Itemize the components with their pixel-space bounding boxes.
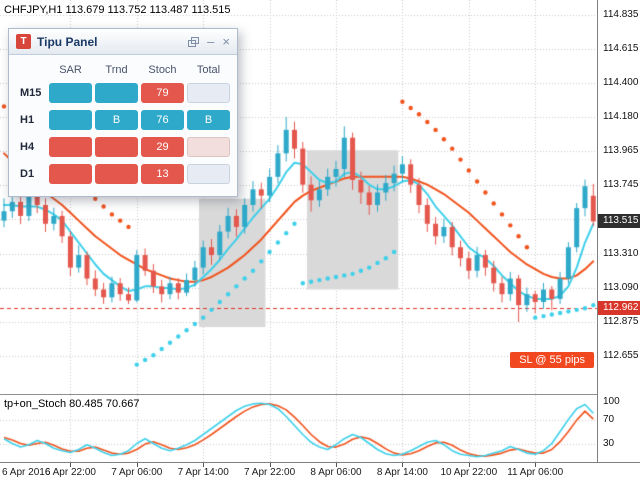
- tipu-signal-cell: [49, 83, 92, 103]
- tipu-row-label: H1: [20, 114, 35, 126]
- time-axis[interactable]: 6 Apr 2016 6 Apr 22:00 7 Apr 06:00 7 Apr 14…: [0, 462, 640, 480]
- tipu-column-header: SAR: [59, 64, 82, 76]
- tipu-signal-cell: [95, 83, 138, 103]
- time-axis-label: 7 Apr 14:00: [177, 467, 229, 478]
- time-axis-label: 6 Apr 2016: [2, 467, 51, 478]
- stop-loss-flag[interactable]: SL @ 55 pips: [510, 352, 594, 368]
- tipu-row-label: M15: [20, 87, 42, 99]
- time-axis-label: 6 Apr 22:00: [44, 467, 96, 478]
- tipu-signal-cell: 13: [141, 164, 184, 184]
- tipu-signal-cell: 76: [141, 110, 184, 130]
- time-axis-tick: [269, 463, 271, 467]
- time-axis-label: 8 Apr 14:00: [376, 467, 428, 478]
- time-axis-label: 7 Apr 22:00: [244, 467, 296, 478]
- symbol-ohlc-readout: CHFJPY,H1 113.679 113.752 113.487 113.51…: [4, 4, 231, 16]
- price-axis-label: 113.745: [603, 179, 639, 191]
- time-axis-tick: [70, 463, 72, 467]
- price-axis-label: 113.090: [603, 281, 639, 293]
- time-axis-tick: [336, 463, 337, 467]
- price-axis[interactable]: 113.515 112.962 114.835 114.615 114.400 114…: [597, 0, 640, 462]
- tipu-signal-cell: [49, 110, 92, 130]
- indicator-axis-label: 30: [603, 437, 615, 449]
- tipu-signal-cell: B: [95, 110, 138, 130]
- tipu-signal-cell: 79: [141, 83, 184, 103]
- stoch-indicator-canvas[interactable]: [0, 395, 597, 462]
- tipu-signal-cell: [49, 137, 92, 157]
- popout-icon[interactable]: [188, 36, 200, 47]
- indicator-axis-label: 70: [603, 413, 615, 425]
- tipu-signal-cell: [187, 137, 230, 157]
- tipu-signal-cell: 29: [141, 137, 184, 157]
- price-axis-label: 112.655: [603, 350, 639, 361]
- price-axis-label: 114.400: [603, 76, 639, 88]
- price-axis-label: 113.965: [603, 145, 639, 156]
- tipu-signal-table: SAR Trnd Stoch Total M15 79 H1 B 76 B H4 29 D1 13: [9, 55, 237, 196]
- time-axis-tick: [468, 463, 470, 467]
- current-price-badge: 113.515: [598, 214, 640, 229]
- tipu-column-header: Trnd: [105, 64, 128, 76]
- tipu-row-label: D1: [20, 168, 35, 180]
- tipu-signal-cell: [95, 164, 138, 184]
- tipu-window-buttons: – ×: [180, 35, 230, 48]
- indicator-name-readout: tp+on_Stoch 80.485 70.667: [4, 398, 140, 410]
- time-axis-label: 7 Apr 06:00: [111, 467, 163, 478]
- tipu-panel[interactable]: T Tipu Panel – × SAR Trnd Stoch Total M15 79 H…: [8, 28, 238, 197]
- tipu-column-header: Stoch: [148, 64, 177, 76]
- time-axis-label: 8 Apr 06:00: [310, 467, 362, 478]
- tipu-panel-logo-icon: T: [16, 34, 31, 49]
- tipu-panel-titlebar[interactable]: T Tipu Panel – ×: [9, 29, 237, 55]
- minimize-icon[interactable]: –: [207, 34, 215, 49]
- indicator-axis-label: 100: [603, 395, 620, 407]
- price-axis-label: 114.615: [603, 43, 639, 55]
- panel-separator[interactable]: [0, 394, 597, 395]
- tipu-signal-cell: [95, 137, 138, 157]
- time-axis-tick: [136, 463, 138, 467]
- stop-loss-price-badge: 112.962: [598, 300, 640, 315]
- price-axis-label: 114.835: [603, 8, 639, 20]
- tipu-panel-title: Tipu Panel: [37, 34, 98, 49]
- tipu-column-header: Total: [196, 64, 221, 76]
- time-axis-label: 10 Apr 22:00: [440, 467, 498, 478]
- time-axis-label: 11 Apr 06:00: [507, 467, 564, 478]
- tipu-signal-cell: [187, 164, 230, 184]
- price-axis-label: 114.180: [603, 111, 639, 123]
- tipu-signal-cell: B: [187, 110, 230, 130]
- price-axis-label: 113.310: [603, 247, 639, 259]
- time-axis-tick: [203, 463, 205, 467]
- price-axis-label: 112.875: [603, 315, 639, 327]
- tipu-signal-cell: [187, 83, 230, 103]
- time-axis-tick: [402, 463, 404, 467]
- close-icon[interactable]: ×: [222, 34, 230, 49]
- time-axis-tick: [535, 463, 537, 467]
- tipu-row-label: H4: [20, 141, 35, 153]
- tipu-signal-cell: [49, 164, 92, 184]
